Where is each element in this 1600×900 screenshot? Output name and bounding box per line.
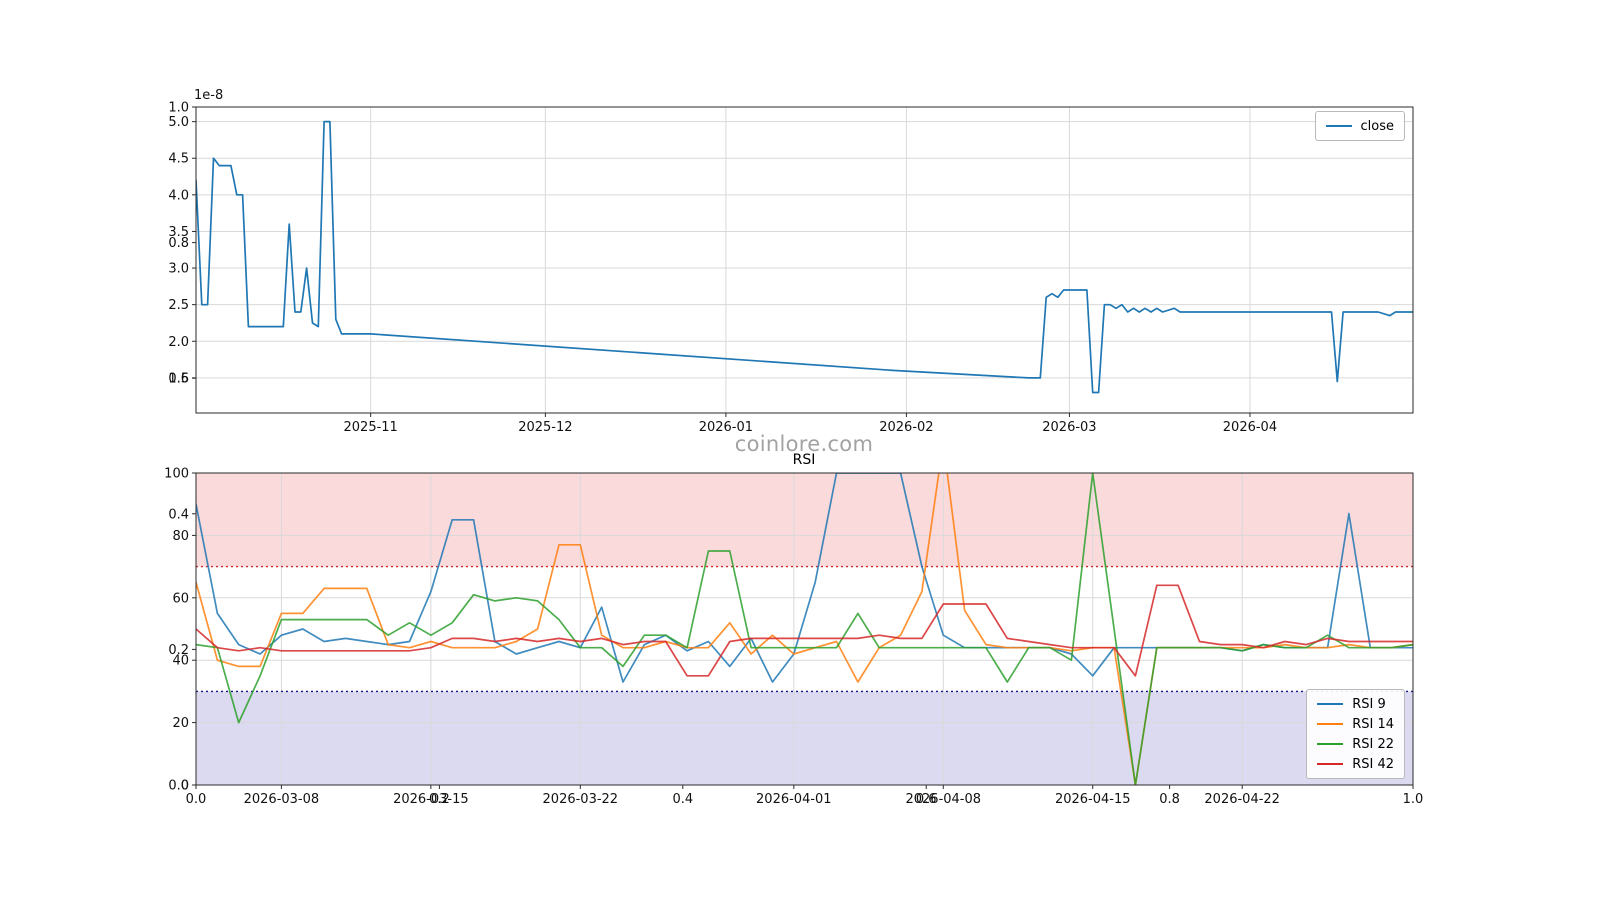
x-tick-label: 2026-04-08 [905,792,981,807]
overlay-x-tick-label: 0.4 [672,792,693,807]
y-tick-label: 2.5 [168,298,189,313]
y-tick-label: 1.5 [168,371,189,386]
legend-label: close [1360,118,1394,134]
y-tick-label: 60 [172,591,189,606]
overlay-x-tick-label: 0.2 [429,792,450,807]
y-tick-label: 80 [172,529,189,544]
legend-entry: RSI 22 [1317,734,1394,754]
x-tick-label: 2026-04-22 [1204,792,1280,807]
x-tick-label: 2026-03 [1042,420,1096,435]
legend-line-swatch [1317,703,1344,705]
legend-entry: close [1325,116,1394,136]
y-tick-label: 2.0 [168,335,189,350]
overlay-y-tick-label: 0.2 [168,643,189,658]
overlay-y-tick-label: 1.0 [168,101,189,116]
tick-marks [192,472,1243,789]
axes-frame [195,106,1414,414]
threshold-band [196,691,1413,785]
x-tick-label: 2026-04-15 [1055,792,1131,807]
rsi-chart-title: RSI [792,452,816,468]
price-axis-offset-label: 1e-8 [194,88,224,103]
legend-entry: RSI 9 [1317,694,1394,714]
x-tick-label: 2026-04-01 [756,792,832,807]
series-line-close [196,120,1413,394]
rsi-legend: RSI 9 RSI 14 RSI 22 RSI 42 [1306,689,1405,779]
legend-entry: RSI 42 [1317,754,1394,774]
legend-line-swatch [1317,763,1344,765]
legend-line-swatch [1325,125,1352,127]
y-tick-label: 20 [172,716,189,731]
overlay-y-tick-label: 0.0 [168,779,189,794]
x-tick-label: 2026-01 [699,420,753,435]
tick-labels: 2025-11 2025-12 2026-01 2026-02 2026-03 2026-… [168,115,1277,435]
y-tick-label: 3.0 [168,262,189,277]
y-tick-label: 4.0 [168,188,189,203]
overlay-x-tick-label: 1.0 [1403,792,1424,807]
x-tick-label: 2026-02 [879,420,933,435]
legend-line-swatch [1317,723,1344,725]
x-tick-label: 2026-03-15 [393,792,469,807]
legend-label: RSI 14 [1352,716,1394,732]
overlay-x-tick-label: 0.6 [916,792,937,807]
threshold-band [196,473,1413,567]
price-legend: close [1314,111,1405,141]
y-tick-label: 3.5 [168,225,189,240]
overlay-x-tick-label: 0.0 [186,792,207,807]
y-tick-label: 5.0 [168,115,189,130]
y-tick-label: 4.5 [168,152,189,167]
x-tick-label: 2026-03-08 [244,792,320,807]
legend-entry: RSI 14 [1317,714,1394,734]
x-tick-label: 2026-04 [1223,420,1277,435]
y-tick-label: 0 [181,779,189,794]
gridlines [196,107,1413,413]
x-tick-label: 2026-03-22 [543,792,619,807]
overlay-tick-labels: 0.0 0.2 0.4 0.6 0.8 1.0 1.0 0.8 0.6 0.4 0.2 0.0 [168,101,1423,808]
y-tick-label: 40 [172,654,189,669]
legend-line-swatch [1317,743,1344,745]
overlay-y-tick-label: 0.6 [168,372,189,387]
series-line-rsi-22 [196,473,1413,785]
series-line-rsi-42 [196,584,1413,677]
y-tick-label: 100 [164,467,189,482]
x-tick-label: 2025-12 [518,420,572,435]
legend-label: RSI 42 [1352,756,1394,772]
axes-frame [195,472,1414,786]
series-group [196,473,1413,785]
overlay-y-tick-label: 0.8 [168,236,189,251]
x-tick-label: 2025-11 [344,420,398,435]
tick-labels: 2026-03-08 2026-03-15 2026-03-22 2026-04-01… [164,467,1280,808]
watermark: coinlore.com [734,432,874,456]
legend-label: RSI 22 [1352,736,1394,752]
overlay-tick-marks [192,106,1414,789]
overlay-y-tick-label: 0.4 [168,507,189,522]
overlay-x-tick-label: 0.8 [1159,792,1180,807]
legend-label: RSI 9 [1352,696,1386,712]
series-group [196,120,1413,394]
